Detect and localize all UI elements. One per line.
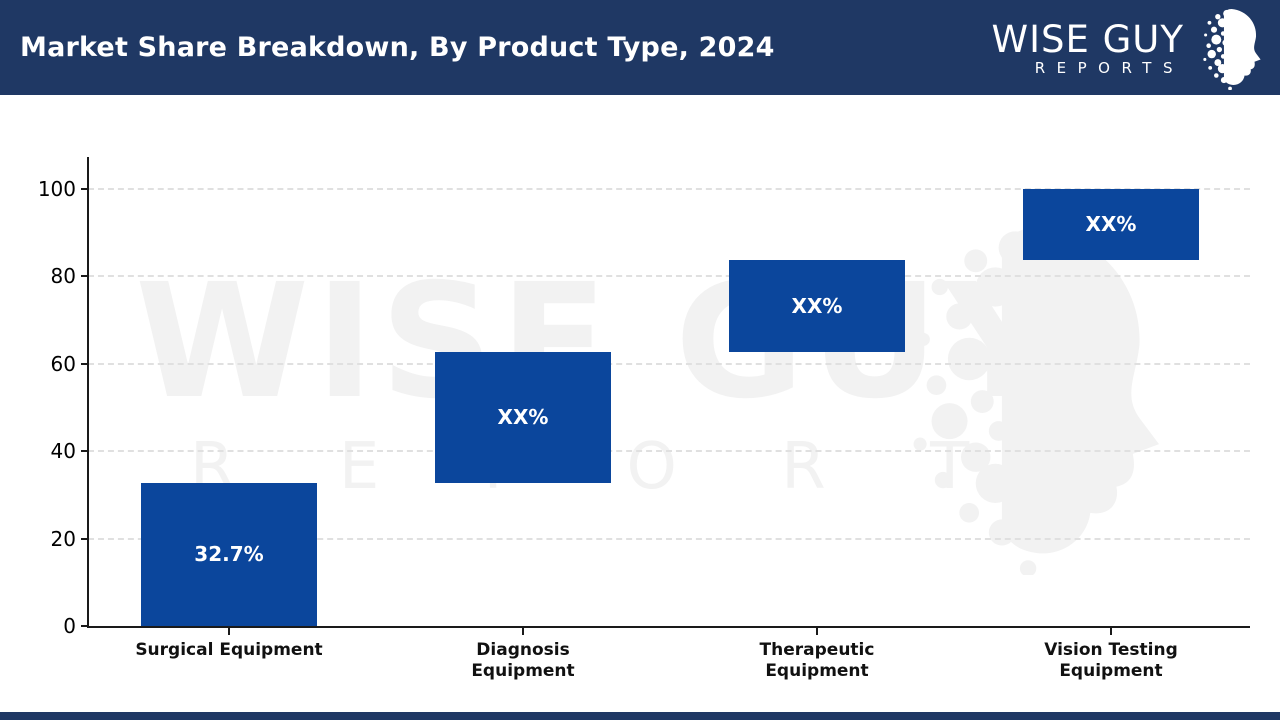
gridline-20 (88, 537, 1250, 540)
brand-logo: WISE GUY REPORTS (992, 6, 1266, 90)
x-axis-line (88, 626, 1250, 628)
y-tick-100 (81, 187, 88, 190)
gridline-80 (88, 275, 1250, 277)
brand-text: WISE GUY REPORTS (992, 21, 1184, 76)
y-tick-0 (81, 625, 88, 627)
y-tick-80 (81, 275, 88, 277)
x-tick-1 (228, 628, 230, 635)
category-label-4: Vision Testing Equipment (1044, 640, 1178, 681)
y-tick-label-100: 100 (37, 176, 76, 201)
category-label-1: Surgical Equipment (135, 640, 323, 660)
y-tick-label-80: 80 (50, 264, 76, 288)
logo-head-icon (1188, 6, 1266, 90)
header-bar: Market Share Breakdown, By Product Type,… (0, 0, 1280, 95)
chart-area: WISE GUY R E P O R T S 0 20 40 60 80 100 32.7%… (0, 95, 1280, 712)
y-tick-label-0: 0 (63, 614, 76, 638)
bar-value-label: XX% (497, 405, 549, 430)
category-label-2: Diagnosis Equipment (471, 640, 575, 681)
bar-value-label: 32.7% (194, 542, 264, 567)
y-tick-20 (81, 537, 88, 540)
y-tick-40 (81, 450, 88, 452)
gridline-60 (88, 362, 1250, 365)
bar-1: 32.7% (141, 482, 317, 626)
x-tick-3 (816, 628, 818, 635)
category-label-3: Therapeutic Equipment (759, 640, 875, 681)
y-tick-label-40: 40 (50, 439, 76, 463)
y-axis-line (87, 157, 89, 628)
x-tick-4 (1110, 628, 1112, 635)
y-tick-60 (81, 362, 88, 365)
bar-value-label: XX% (1085, 212, 1137, 237)
bar-3: XX% (729, 259, 905, 352)
y-tick-label-20: 20 (50, 526, 76, 551)
y-tick-label-60: 60 (50, 351, 76, 376)
bar-4: XX% (1023, 188, 1199, 260)
bar-value-label: XX% (791, 293, 843, 318)
watermark-text-2: R E P O R T S (190, 430, 1157, 504)
footer-bar (0, 712, 1280, 720)
page-title: Market Share Breakdown, By Product Type,… (20, 32, 775, 63)
x-tick-2 (522, 628, 524, 635)
brand-name: WISE GUY (991, 17, 1184, 61)
brand-subtitle: REPORTS (1034, 58, 1184, 77)
bar-2: XX% (435, 351, 611, 483)
gridline-40 (88, 450, 1250, 452)
gridline-100 (88, 187, 1250, 190)
